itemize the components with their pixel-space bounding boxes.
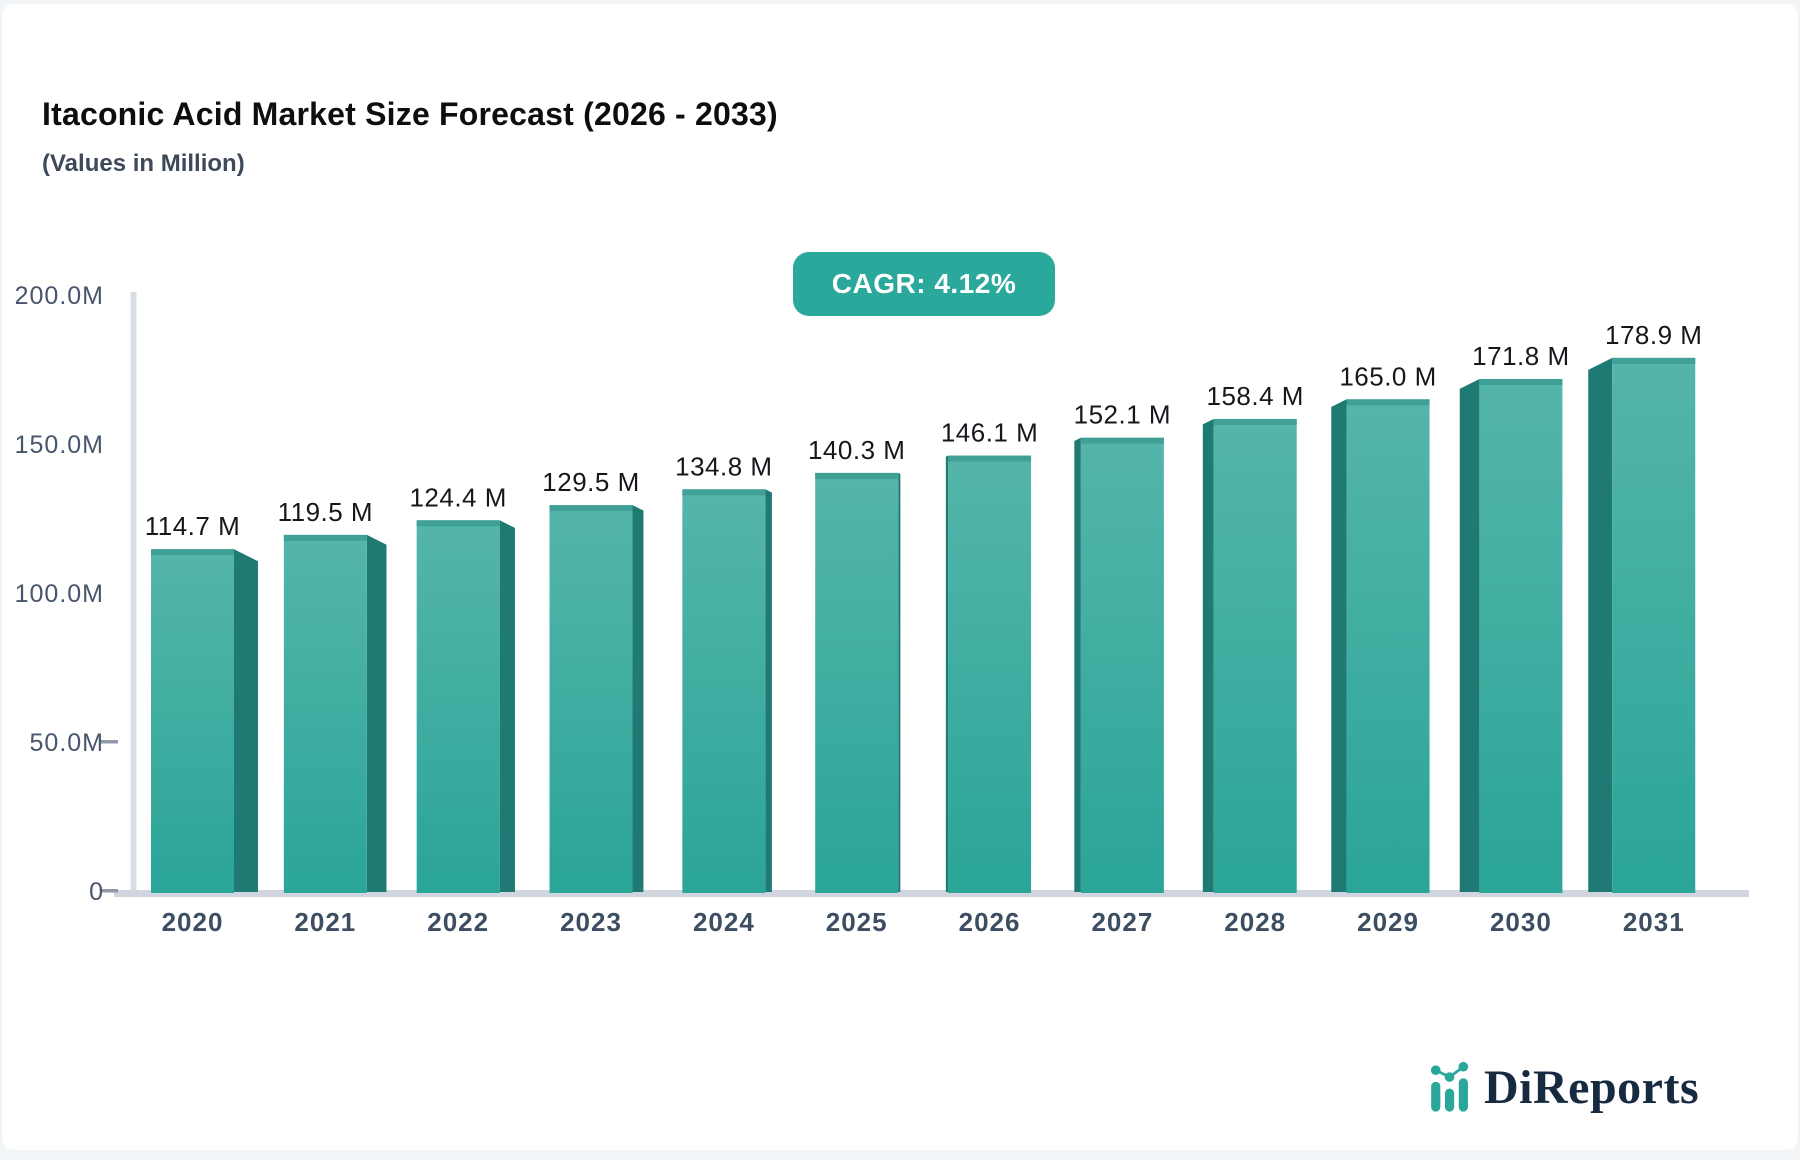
- x-axis-label: 2021: [294, 907, 356, 937]
- bar-side-face: [945, 455, 949, 892]
- logo-dot-middle: [1444, 1072, 1455, 1082]
- cagr-badge: CAGR: 4.12%: [793, 252, 1055, 316]
- logo-bar-middle: [1444, 1088, 1455, 1112]
- bar-side-face: [1459, 379, 1480, 892]
- bar-value-label: 146.1 M: [941, 418, 1038, 448]
- bars-layer: [151, 357, 1696, 893]
- chart-subtitle: (Values in Million): [42, 150, 245, 177]
- bar-side-face: [366, 534, 387, 892]
- x-axis-label: 2024: [693, 907, 755, 937]
- x-axis-label: 2025: [826, 907, 888, 937]
- labels-layer: 200.0M 150.0M 100.0M 50.0M 0 114.7 M 2020 119.5…: [15, 282, 1702, 937]
- logo-dot-left: [1430, 1065, 1441, 1076]
- bar-value-label: 158.4 M: [1206, 381, 1303, 411]
- bar-top-cap: [416, 520, 500, 527]
- bar-side-face: [632, 505, 644, 892]
- axis-layer: [100, 292, 1749, 897]
- bar-top-cap: [1479, 379, 1563, 386]
- x-axis-label: 2031: [1623, 907, 1685, 937]
- x-axis-label: 2023: [560, 907, 622, 937]
- bar-group-2030: [1459, 379, 1563, 893]
- bar-top-cap: [1213, 418, 1297, 425]
- bar-top-cap: [1080, 437, 1164, 444]
- bar-value-label: 140.3 M: [808, 435, 905, 465]
- x-axis-label: 2026: [959, 907, 1021, 937]
- bar-value-label: 152.1 M: [1074, 400, 1171, 430]
- bar-group-2023: [549, 505, 644, 893]
- bar-top-cap: [1346, 399, 1430, 406]
- bar-front-face: [1479, 379, 1563, 893]
- x-axis-label: 2029: [1357, 907, 1419, 937]
- x-axis-label: 2020: [162, 907, 224, 937]
- bar-chart: 200.0M 150.0M 100.0M 50.0M 0 114.7 M 2020 119.5…: [15, 282, 1749, 937]
- bar-group-2025: [815, 472, 901, 893]
- bar-side-face: [898, 472, 901, 892]
- bar-value-label: 114.7 M: [145, 511, 241, 541]
- brand-logo: DiReports: [1430, 1042, 1760, 1112]
- bar-group-2031: [1588, 357, 1696, 893]
- y-axis-tick: [100, 740, 118, 744]
- chart-card: Itaconic Acid Market Size Forecast (2026…: [2, 4, 1798, 1150]
- bar-front-face: [1346, 399, 1430, 893]
- bar-value-label: 134.8 M: [675, 451, 772, 481]
- y-axis-label: 50.0M: [30, 729, 104, 757]
- bar-front-face: [1213, 418, 1297, 893]
- bar-front-face: [283, 534, 367, 893]
- x-axis-label: 2028: [1224, 907, 1286, 937]
- y-axis-label: 150.0M: [15, 431, 104, 459]
- brand-name: DiReports: [1484, 1061, 1700, 1114]
- chart-title: Itaconic Acid Market Size Forecast (2026…: [42, 96, 778, 132]
- bar-group-2029: [1331, 399, 1430, 893]
- bar-value-label: 178.9 M: [1605, 320, 1702, 350]
- bar-value-label: 171.8 M: [1472, 341, 1569, 371]
- bar-group-2022: [416, 520, 515, 893]
- bar-value-label: 129.5 M: [542, 467, 639, 497]
- bar-side-face: [499, 520, 515, 892]
- bar-side-face: [1074, 437, 1081, 892]
- bar-top-cap: [815, 472, 899, 479]
- bar-group-2026: [945, 455, 1032, 893]
- y-axis-label: 100.0M: [15, 580, 104, 608]
- bar-value-label: 124.4 M: [409, 482, 506, 512]
- direports-logo-icon: [1430, 1061, 1469, 1112]
- logo-dot-right: [1458, 1061, 1469, 1072]
- bar-group-2020: [151, 549, 258, 893]
- bar-front-face: [948, 455, 1032, 893]
- bar-value-label: 165.0 M: [1339, 361, 1436, 391]
- bar-group-2021: [283, 534, 387, 893]
- bar-top-cap: [1612, 357, 1696, 364]
- bar-side-face: [765, 489, 772, 892]
- logo-bar-right: [1458, 1078, 1468, 1112]
- bar-top-cap: [549, 505, 633, 512]
- x-axis-label: 2027: [1091, 907, 1153, 937]
- bar-top-cap: [682, 489, 766, 496]
- bar-group-2028: [1202, 418, 1297, 893]
- bar-side-face: [1588, 357, 1613, 892]
- x-axis-label: 2022: [427, 907, 489, 937]
- bar-front-face: [682, 489, 766, 893]
- bar-top-cap: [948, 455, 1032, 462]
- cagr-badge-label: CAGR: 4.12%: [831, 268, 1017, 299]
- x-axis-label: 2030: [1490, 907, 1552, 937]
- y-axis-tick: [100, 889, 118, 893]
- bar-value-label: 119.5 M: [278, 497, 374, 527]
- logo-bar-left: [1431, 1081, 1441, 1112]
- y-axis-label: 0: [89, 878, 104, 906]
- bar-group-2027: [1074, 437, 1164, 893]
- bar-front-face: [416, 520, 500, 893]
- bar-top-cap: [283, 534, 367, 541]
- bar-front-face: [549, 505, 633, 893]
- x-axis-line: [114, 890, 1749, 897]
- bar-side-face: [234, 549, 258, 892]
- bar-side-face: [1331, 399, 1347, 892]
- bar-top-cap: [151, 549, 234, 556]
- bar-side-face: [1202, 418, 1214, 892]
- bar-front-face: [1080, 437, 1164, 893]
- y-axis-label: 200.0M: [15, 282, 104, 310]
- bar-front-face: [1612, 357, 1696, 893]
- bar-front-face: [815, 472, 899, 893]
- bar-front-face: [151, 549, 234, 893]
- bar-group-2024: [682, 489, 772, 893]
- y-axis-line: [130, 292, 137, 894]
